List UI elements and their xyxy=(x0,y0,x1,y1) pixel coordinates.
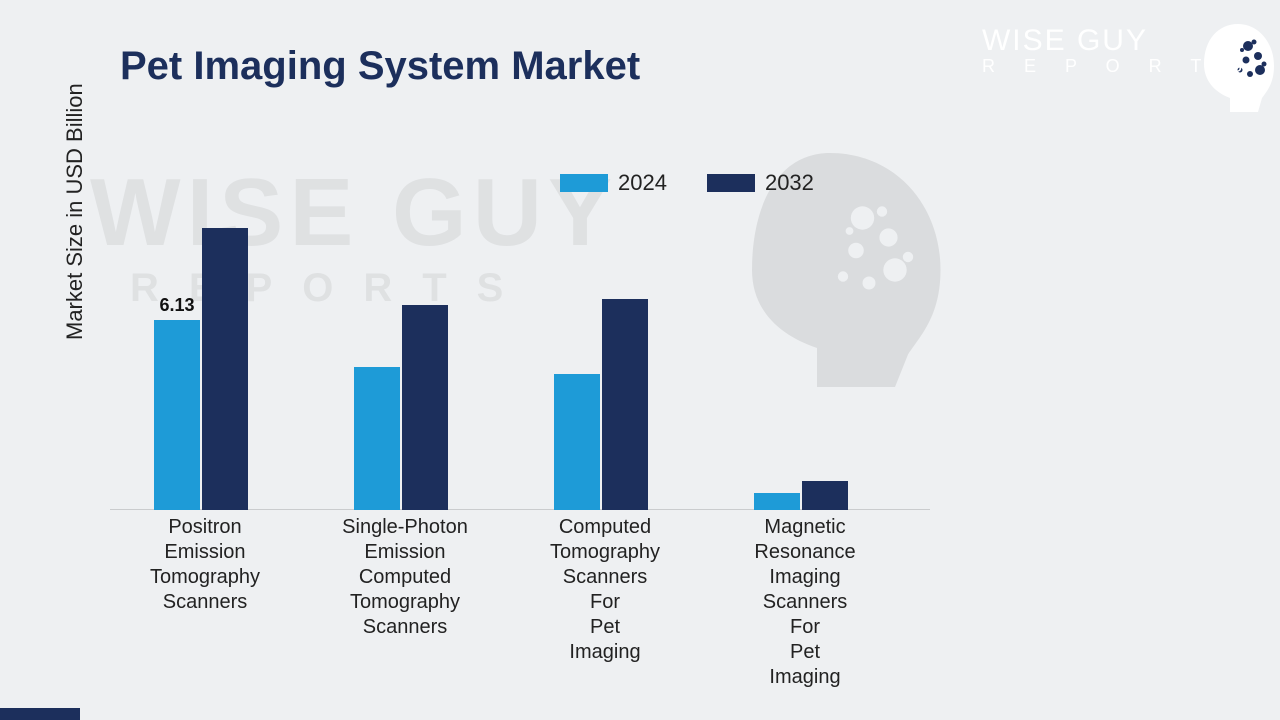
bar-series-a xyxy=(754,493,800,510)
x-axis-category-label: PositronEmissionTomographyScanners xyxy=(120,515,290,615)
bar-series-b xyxy=(602,299,648,510)
bar-series-b xyxy=(802,481,848,510)
legend-swatch-2032 xyxy=(707,174,755,192)
bar-series-a xyxy=(354,367,400,510)
chart-stage: WISE GUY REPORTS WISE GUY R E P O R T S … xyxy=(0,0,1280,720)
chart-title: Pet Imaging System Market xyxy=(120,44,640,89)
brand-line-1: WISE GUY xyxy=(982,24,1254,58)
bar-series-b xyxy=(402,305,448,510)
y-axis-label: Market Size in USD Billion xyxy=(62,83,88,340)
plot-area: 6.13 xyxy=(110,200,930,510)
bar-series-b xyxy=(202,228,248,510)
bar-series-a xyxy=(554,374,600,510)
x-axis-category-label: MagneticResonanceImagingScannersForPetIm… xyxy=(720,515,890,690)
x-axis-category-label: Single-PhotonEmissionComputedTomographyS… xyxy=(320,515,490,640)
brand-block: WISE GUY R E P O R T S xyxy=(982,24,1254,77)
legend-swatch-2024 xyxy=(560,174,608,192)
legend-label-2024: 2024 xyxy=(618,170,667,196)
legend-item-2032: 2032 xyxy=(707,170,814,196)
x-axis-category-label: ComputedTomographyScannersForPetImaging xyxy=(520,515,690,665)
bar-value-label: 6.13 xyxy=(159,295,194,316)
bar-series-a xyxy=(154,320,200,510)
legend-label-2032: 2032 xyxy=(765,170,814,196)
brand-line-2: R E P O R T S xyxy=(982,56,1254,77)
legend-item-2024: 2024 xyxy=(560,170,667,196)
legend: 2024 2032 xyxy=(560,170,814,196)
bottom-accent-bar xyxy=(0,708,80,720)
